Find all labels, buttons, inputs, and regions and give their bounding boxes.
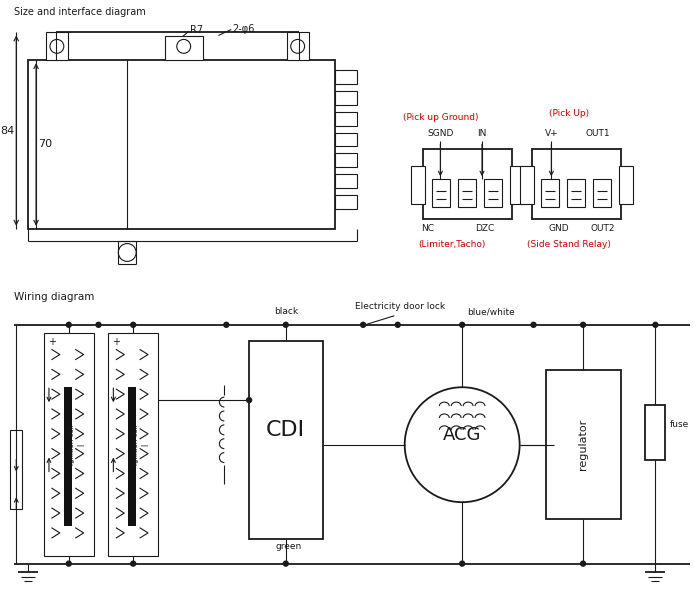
Text: V+: V+: [545, 129, 558, 138]
Bar: [28, 60, 335, 229]
Text: green: green: [276, 542, 302, 551]
Text: 2-φ6: 2-φ6: [232, 24, 255, 33]
Circle shape: [66, 561, 71, 566]
Circle shape: [246, 398, 251, 402]
Text: GND: GND: [549, 224, 570, 233]
Text: fuse: fuse: [669, 420, 689, 429]
Bar: [484, 179, 502, 207]
Bar: [510, 166, 524, 204]
Circle shape: [284, 561, 288, 566]
Bar: [519, 166, 533, 204]
Bar: [619, 166, 633, 204]
Text: ignition coil: ignition coil: [133, 424, 139, 465]
Text: Electricity door lock: Electricity door lock: [355, 302, 444, 311]
Text: ACG: ACG: [443, 426, 482, 444]
Text: (Pick Up): (Pick Up): [549, 109, 589, 118]
Bar: [335, 70, 357, 84]
Circle shape: [131, 322, 136, 327]
Circle shape: [96, 322, 101, 327]
Bar: [423, 150, 512, 219]
Circle shape: [653, 322, 658, 327]
Bar: [593, 179, 611, 207]
Bar: [567, 179, 585, 207]
Text: black: black: [274, 308, 298, 316]
Text: (Pick up Ground): (Pick up Ground): [402, 113, 478, 122]
Circle shape: [360, 322, 365, 327]
Bar: [547, 370, 621, 519]
Bar: [335, 112, 357, 126]
Text: IN: IN: [477, 129, 486, 138]
Circle shape: [224, 322, 229, 327]
Circle shape: [460, 561, 465, 566]
Circle shape: [284, 322, 288, 327]
Circle shape: [580, 561, 585, 566]
Text: Size and interface diagram: Size and interface diagram: [14, 7, 146, 16]
Text: (Limiter,Tacho): (Limiter,Tacho): [419, 240, 486, 249]
Bar: [44, 333, 94, 556]
Circle shape: [131, 561, 136, 566]
Bar: [108, 333, 158, 556]
Bar: [411, 166, 424, 204]
Text: CDI: CDI: [266, 420, 305, 440]
Text: OUT1: OUT1: [586, 129, 610, 138]
Circle shape: [395, 322, 400, 327]
Text: OUT2: OUT2: [591, 224, 615, 233]
Text: ignition coil: ignition coil: [69, 424, 75, 465]
Text: +: +: [112, 337, 120, 347]
Bar: [64, 387, 71, 526]
Bar: [46, 32, 68, 60]
Text: I: I: [141, 444, 150, 446]
Bar: [249, 340, 323, 539]
Bar: [128, 387, 136, 526]
Bar: [165, 36, 202, 60]
Bar: [10, 430, 22, 509]
Text: 70: 70: [38, 139, 52, 150]
Text: DZC: DZC: [475, 224, 495, 233]
Bar: [433, 179, 450, 207]
Bar: [287, 32, 309, 60]
Bar: [531, 150, 621, 219]
Circle shape: [66, 322, 71, 327]
Text: +: +: [48, 337, 56, 347]
Text: (Side Stand Relay): (Side Stand Relay): [527, 240, 611, 249]
Text: R7: R7: [190, 26, 203, 35]
Bar: [335, 153, 357, 167]
Text: blue/white: blue/white: [467, 308, 515, 316]
Bar: [645, 405, 665, 460]
Circle shape: [531, 322, 536, 327]
Text: I: I: [77, 444, 86, 446]
Bar: [458, 179, 476, 207]
Bar: [335, 133, 357, 147]
Bar: [335, 91, 357, 105]
Text: NC: NC: [421, 224, 434, 233]
Bar: [541, 179, 559, 207]
Circle shape: [460, 322, 465, 327]
Text: Wiring diagram: Wiring diagram: [14, 292, 94, 302]
Text: 84: 84: [0, 126, 14, 136]
Text: SGND: SGND: [427, 129, 454, 138]
Bar: [335, 195, 357, 209]
Circle shape: [580, 322, 585, 327]
Bar: [335, 174, 357, 188]
Text: regulator: regulator: [578, 419, 588, 471]
